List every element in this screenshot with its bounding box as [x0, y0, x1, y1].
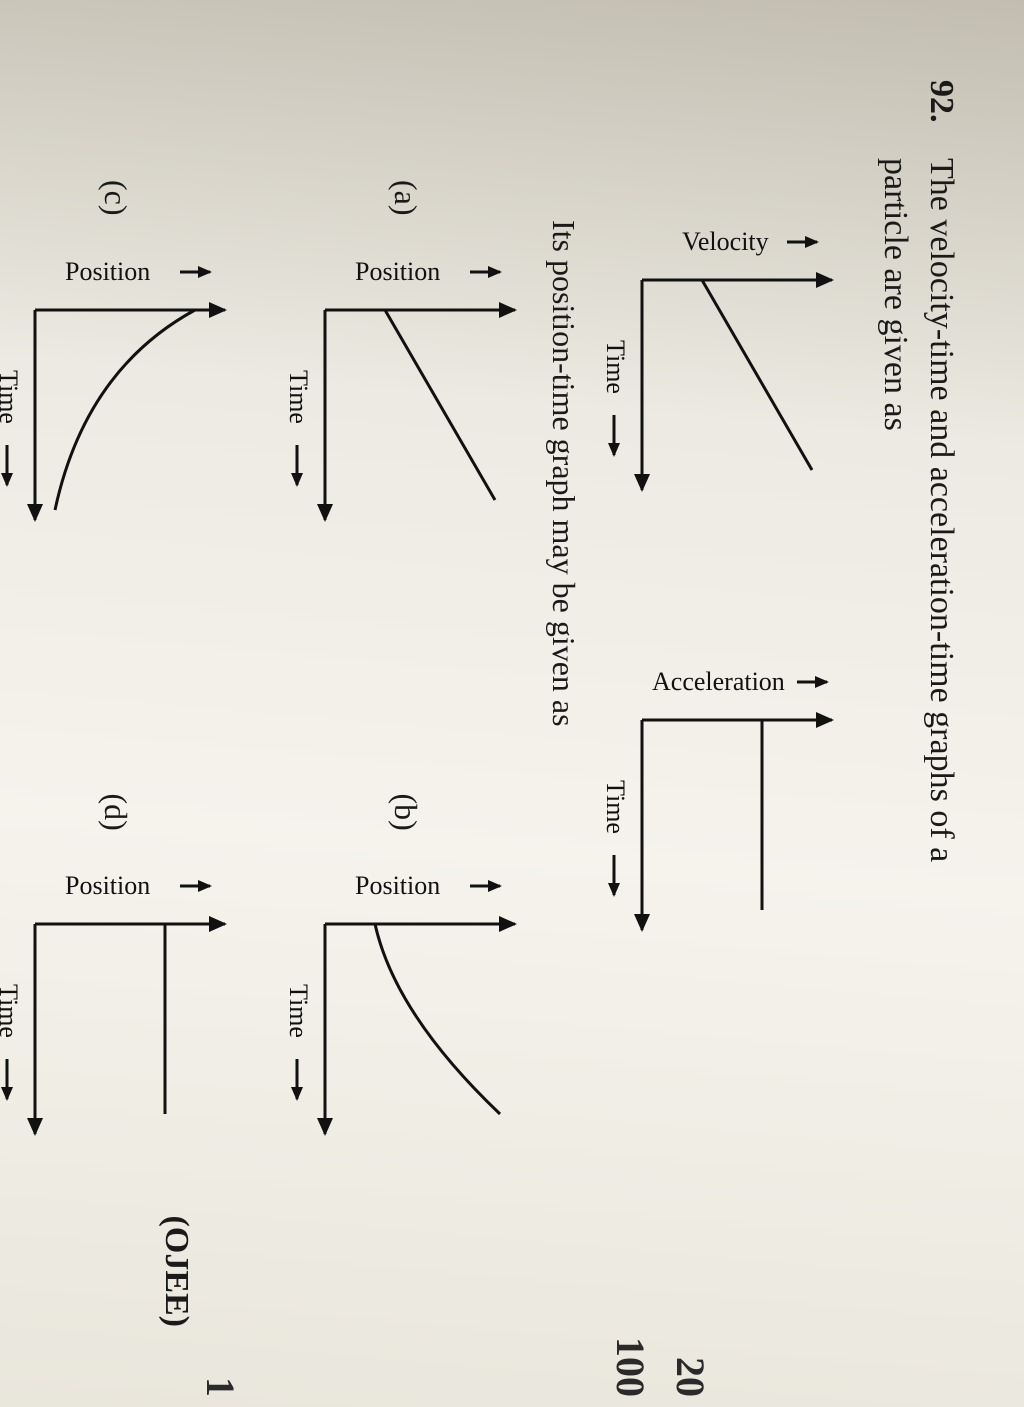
at-ylabel: Acceleration — [652, 667, 785, 696]
option-b-label: (b) — [387, 794, 424, 844]
opt-c-xlabel: Time — [0, 370, 23, 424]
acceleration-time-graph: Acceleration Time — [602, 640, 842, 960]
option-d: (d) Position Time — [0, 794, 235, 1288]
opt-d-ylabel: Position — [65, 871, 150, 900]
edge-number-3: 1 — [197, 1377, 244, 1397]
option-c: (c) Position Time — [0, 180, 235, 674]
question-line: 92. The velocity-time and acceleration-t… — [872, 80, 964, 1347]
at-xlabel: Time — [602, 780, 630, 834]
edge-number-2: 100 — [607, 1337, 654, 1397]
opt-a-xlabel: Time — [285, 370, 313, 424]
opt-b-xlabel: Time — [285, 984, 313, 1038]
question-text: The velocity-time and acceleration-time … — [872, 158, 964, 1347]
opt-a-ylabel: Position — [355, 257, 440, 286]
question-text-line1: The velocity-time and acceleration-time … — [923, 158, 960, 862]
option-a-graph: Position Time — [285, 250, 525, 550]
question-text-line2: particle are given as — [877, 158, 914, 431]
options-grid: (a) Position Time (b) — [0, 180, 525, 1287]
given-graphs-row: Velocity Time Acceleration Time — [602, 220, 842, 1347]
page: 92. The velocity-time and acceleration-t… — [0, 0, 1024, 1407]
opt-d-xlabel: Time — [0, 984, 23, 1038]
option-b-graph: Position Time — [285, 864, 525, 1164]
option-c-label: (c) — [97, 180, 134, 230]
edge-number-1: 20 — [667, 1357, 714, 1397]
opt-b-ylabel: Position — [355, 871, 440, 900]
option-d-graph: Position Time — [0, 864, 235, 1164]
option-a-label: (a) — [387, 180, 424, 230]
question-number: 92. — [918, 80, 964, 140]
velocity-time-graph: Velocity Time — [602, 220, 842, 520]
mid-text: Its position-time graph may be given as — [545, 220, 582, 1347]
option-c-graph: Position Time — [0, 250, 235, 550]
vt-ylabel: Velocity — [682, 227, 769, 256]
option-b: (b) Position Time — [285, 794, 525, 1288]
opt-c-ylabel: Position — [65, 257, 150, 286]
option-d-label: (d) — [97, 794, 134, 844]
option-a: (a) Position Time — [285, 180, 525, 674]
vt-xlabel: Time — [602, 340, 630, 394]
